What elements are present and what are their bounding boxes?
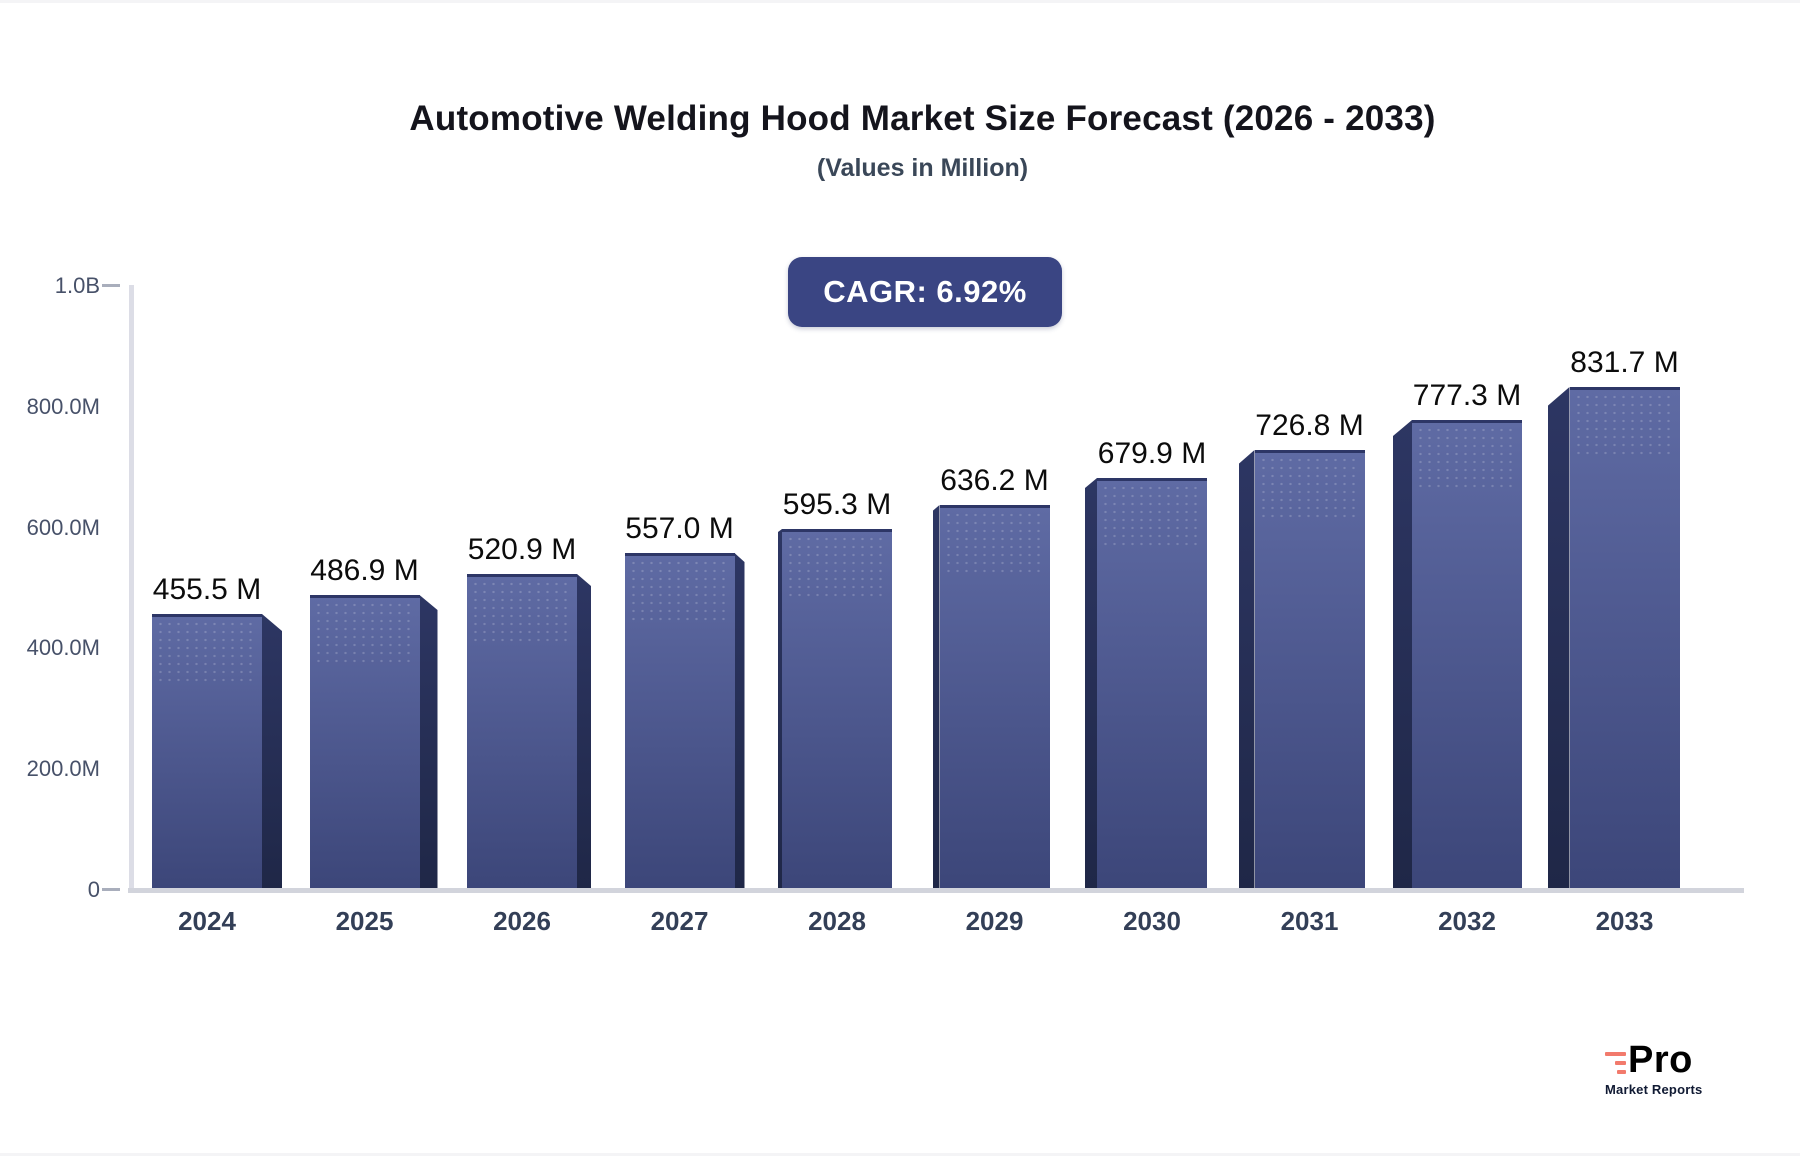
bar-value-label: 486.9 M [310,554,419,587]
bar-side-face [734,553,745,889]
y-axis-tick [102,284,120,287]
chart-subtitle: (Values in Million) [816,154,1029,182]
bar-2030: 679.9 M [1085,436,1207,889]
y-axis-label: 1.0B [54,273,100,298]
x-axis-label: 2025 [335,906,394,936]
bar-front-face [1569,387,1680,889]
bar-side-face [1393,420,1412,889]
bar-side-face [577,574,591,889]
y-axis-line [129,285,134,889]
bar-front-face [782,529,892,889]
bar-front-face [309,595,420,889]
x-axis-label: 2026 [493,906,551,936]
bar-side-face [932,505,940,889]
bar-value-label: 520.9 M [467,533,577,566]
bar-2024: 455.5 M [152,572,282,889]
cagr-badge: CAGR: 6.92% [788,257,1062,327]
bar-2032: 777.3 M [1393,378,1522,889]
logo-name: Pro [1628,1039,1693,1081]
chart-header: Automotive Welding Hood Market Size Fore… [45,99,1800,183]
bar-front-face [1097,478,1207,889]
x-axis-line [128,888,1744,893]
brand-logo-row: Pro [1605,1041,1702,1079]
cagr-badge-label: CAGR: 6.92% [823,274,1027,309]
bar-value-label: 636.2 M [940,464,1049,497]
chart-title: Automotive Welding Hood Market Size Fore… [409,99,1436,138]
y-axis-label: 600.0M [26,515,100,540]
bar-side-face [262,614,282,889]
bar-front-face [939,505,1050,889]
x-axis-label: 2029 [965,906,1024,936]
x-axis-label: 2032 [1438,906,1496,936]
y-axis-label: 400.0M [26,635,100,660]
bar-side-face [419,595,438,889]
bar-2029: 636.2 M [932,463,1050,889]
bar-side-face [1085,478,1097,889]
x-axis-label: 2027 [650,906,709,936]
bar-value-label: 557.0 M [625,512,734,545]
bar-2031: 726.8 M [1238,408,1365,889]
x-axis-label: 2031 [1280,906,1339,936]
x-axis-label: 2033 [1595,906,1654,936]
bar-value-label: 726.8 M [1255,409,1364,442]
x-axis-label: 2028 [808,906,866,936]
bar-value-label: 679.9 M [1097,437,1207,470]
x-axis-label: 2030 [1123,906,1181,936]
bar-value-label: 831.7 M [1570,346,1679,379]
brand-logo: Pro Market Reports [1605,1041,1702,1097]
bar-front-face [467,574,577,889]
bar-front-face [624,553,735,889]
bar-2028: 595.3 M [778,487,892,889]
bar-front-face [1412,420,1522,889]
logo-speed-lines-icon [1605,1052,1626,1074]
bar-2033: 831.7 M [1547,345,1680,889]
y-axis-label: 200.0M [26,756,100,781]
bar-2025: 486.9 M [309,553,438,889]
bar-value-label: 777.3 M [1412,379,1522,412]
bar-2027: 557.0 M [624,511,745,889]
bar-side-face [778,529,782,889]
bar-2026: 520.9 M [467,532,591,889]
logo-tagline: Market Reports [1605,1082,1703,1097]
bar-side-face [1547,387,1570,889]
bar-front-face [152,614,262,889]
bar-value-label: 455.5 M [152,573,262,606]
y-axis-label: 800.0M [26,394,100,419]
y-axis-label: 0 [87,877,100,902]
bar-front-face [1254,450,1365,889]
bar-value-label: 595.3 M [782,488,892,521]
y-axis-tick [102,888,120,891]
x-axis-label: 2024 [178,906,236,936]
bar-side-face [1238,450,1255,889]
